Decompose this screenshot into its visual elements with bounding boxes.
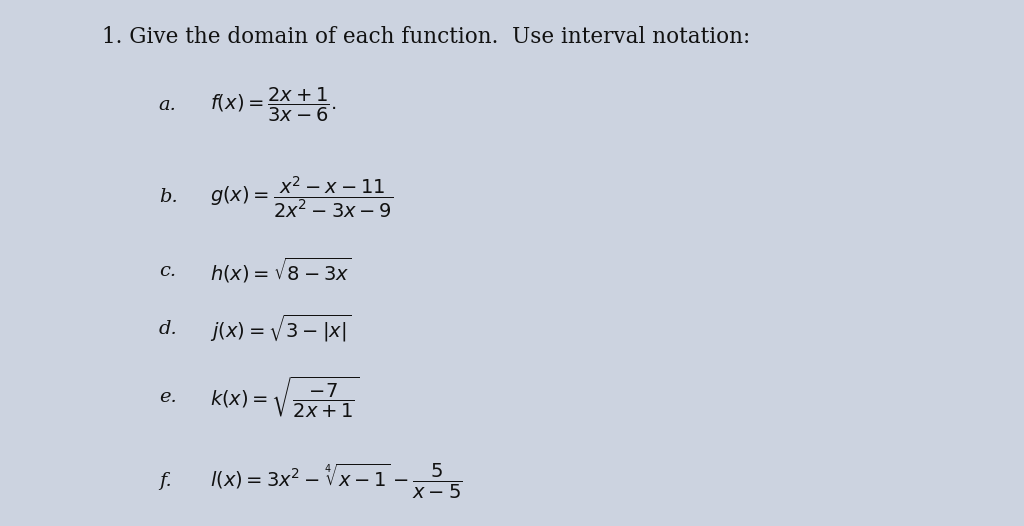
Text: $l(x) = 3x^2 - \sqrt[4]{x-1} - \dfrac{5}{x-5}$: $l(x) = 3x^2 - \sqrt[4]{x-1} - \dfrac{5}… bbox=[210, 462, 463, 501]
Text: $j(x) = \sqrt{3 - |x|}$: $j(x) = \sqrt{3 - |x|}$ bbox=[210, 313, 351, 345]
Text: f.: f. bbox=[159, 472, 171, 490]
Text: b.: b. bbox=[159, 188, 177, 206]
Text: $k(x) = \sqrt{\dfrac{-7}{2x+1}}$: $k(x) = \sqrt{\dfrac{-7}{2x+1}}$ bbox=[210, 375, 359, 420]
Text: c.: c. bbox=[159, 262, 176, 280]
Text: d.: d. bbox=[159, 320, 177, 338]
Text: $f(x) = \dfrac{2x+1}{3x-6}.$: $f(x) = \dfrac{2x+1}{3x-6}.$ bbox=[210, 86, 336, 124]
Text: 1. Give the domain of each function.  Use interval notation:: 1. Give the domain of each function. Use… bbox=[102, 26, 751, 48]
Text: e.: e. bbox=[159, 388, 176, 406]
Text: $g(x) = \dfrac{x^2 - x - 11}{2x^2 - 3x - 9}$: $g(x) = \dfrac{x^2 - x - 11}{2x^2 - 3x -… bbox=[210, 175, 393, 220]
Text: $h(x) = \sqrt{8-3x}$: $h(x) = \sqrt{8-3x}$ bbox=[210, 256, 351, 286]
Text: a.: a. bbox=[159, 96, 176, 114]
